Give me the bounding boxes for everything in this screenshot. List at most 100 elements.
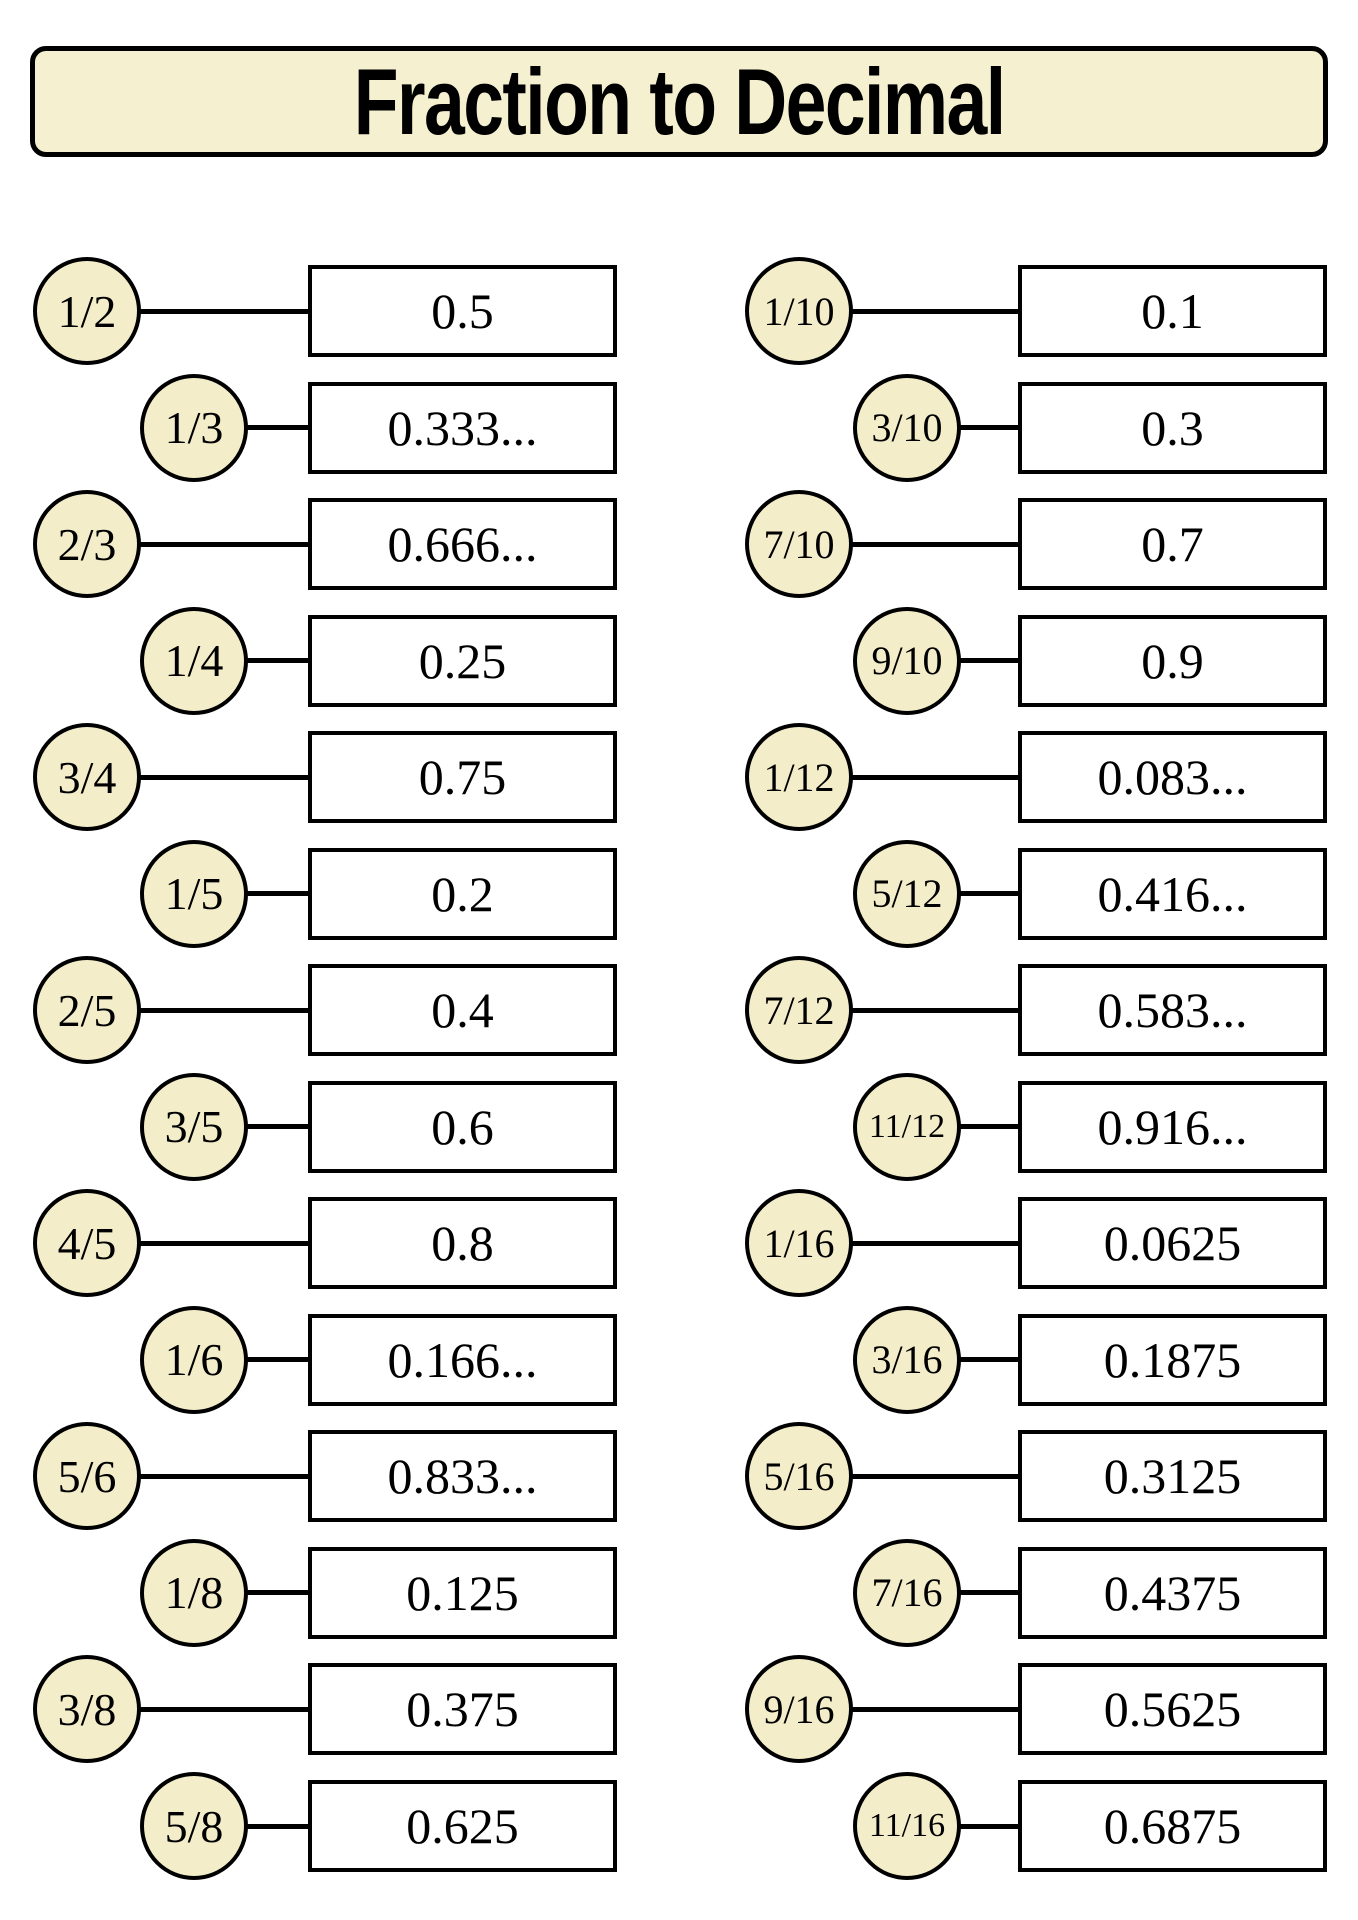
decimal-value: 0.375 bbox=[406, 1681, 519, 1738]
fraction-label: 2/3 bbox=[57, 518, 117, 570]
decimal-value: 0.3 bbox=[1141, 399, 1204, 456]
decimal-box: 0.4 bbox=[308, 964, 617, 1057]
connector-line bbox=[957, 1823, 1018, 1829]
fraction-circle: 1/16 bbox=[745, 1189, 853, 1298]
decimal-value: 0.4375 bbox=[1103, 1564, 1242, 1621]
decimal-box: 0.666... bbox=[308, 498, 617, 591]
fraction-label: 3/5 bbox=[164, 1101, 224, 1153]
connector-line bbox=[137, 1473, 308, 1479]
decimal-value: 0.9 bbox=[1141, 632, 1204, 689]
fraction-label: 2/5 bbox=[57, 984, 117, 1036]
fraction-circle: 1/3 bbox=[140, 373, 248, 482]
decimal-box: 0.833... bbox=[308, 1430, 617, 1523]
decimal-box: 0.75 bbox=[308, 731, 617, 824]
connector-line bbox=[957, 1590, 1018, 1596]
fraction-circle: 1/5 bbox=[140, 839, 248, 948]
connector-line bbox=[244, 1357, 308, 1363]
fraction-circle: 1/4 bbox=[140, 606, 248, 715]
decimal-value: 0.1875 bbox=[1103, 1331, 1242, 1388]
fraction-label: 3/16 bbox=[871, 1337, 943, 1383]
connector-line bbox=[849, 1706, 1018, 1712]
connector-line bbox=[244, 658, 308, 664]
connector-line bbox=[244, 891, 308, 897]
decimal-value: 0.666... bbox=[387, 516, 538, 573]
decimal-value: 0.833... bbox=[387, 1448, 538, 1505]
decimal-value: 0.8 bbox=[431, 1215, 494, 1272]
fraction-circle: 9/10 bbox=[853, 606, 961, 715]
decimal-box: 0.166... bbox=[308, 1313, 617, 1406]
fraction-label: 3/10 bbox=[871, 405, 943, 451]
fraction-label: 1/6 bbox=[164, 1334, 224, 1386]
fraction-circle: 1/2 bbox=[33, 257, 141, 365]
fraction-label: 5/6 bbox=[57, 1450, 117, 1502]
fraction-circle: 5/12 bbox=[853, 839, 961, 948]
connector-line bbox=[957, 1124, 1018, 1130]
connector-line bbox=[137, 774, 308, 780]
connector-line bbox=[137, 541, 308, 547]
fraction-circle: 3/10 bbox=[853, 373, 961, 482]
fraction-circle: 1/10 bbox=[745, 257, 853, 365]
fraction-circle: 11/12 bbox=[853, 1072, 961, 1181]
decimal-box: 0.3125 bbox=[1018, 1430, 1327, 1523]
decimal-value: 0.125 bbox=[406, 1564, 519, 1621]
decimal-value: 0.2 bbox=[431, 865, 494, 922]
connector-line bbox=[244, 1124, 308, 1130]
decimal-box: 0.0625 bbox=[1018, 1197, 1327, 1290]
fraction-label: 5/16 bbox=[763, 1453, 835, 1499]
fraction-label: 1/2 bbox=[57, 285, 117, 337]
decimal-value: 0.75 bbox=[418, 749, 507, 806]
fraction-circle: 1/6 bbox=[140, 1305, 248, 1414]
decimal-box: 0.6 bbox=[308, 1080, 617, 1173]
decimal-box: 0.4375 bbox=[1018, 1546, 1327, 1639]
fraction-label: 5/12 bbox=[871, 871, 943, 917]
decimal-box: 0.125 bbox=[308, 1546, 617, 1639]
connector-line bbox=[244, 1823, 308, 1829]
connector-line bbox=[849, 774, 1018, 780]
decimal-box: 0.1 bbox=[1018, 265, 1327, 357]
connector-line bbox=[957, 891, 1018, 897]
connector-line bbox=[244, 1590, 308, 1596]
decimal-value: 0.4 bbox=[431, 982, 494, 1039]
connector-line bbox=[137, 1706, 308, 1712]
decimal-box: 0.6875 bbox=[1018, 1780, 1327, 1873]
fraction-label: 7/16 bbox=[871, 1570, 943, 1616]
connector-line bbox=[137, 308, 308, 314]
connector-line bbox=[137, 1240, 308, 1246]
fraction-label: 1/12 bbox=[763, 754, 835, 800]
fraction-circle: 3/5 bbox=[140, 1072, 248, 1181]
decimal-value: 0.166... bbox=[387, 1331, 538, 1388]
decimal-box: 0.1875 bbox=[1018, 1313, 1327, 1406]
decimal-value: 0.625 bbox=[406, 1798, 519, 1855]
fraction-label: 5/8 bbox=[164, 1800, 224, 1852]
decimal-box: 0.3 bbox=[1018, 381, 1327, 474]
decimal-value: 0.25 bbox=[418, 632, 507, 689]
fraction-circle: 11/16 bbox=[853, 1772, 961, 1881]
fraction-label: 1/3 bbox=[164, 402, 224, 454]
connector-line bbox=[244, 425, 308, 431]
fraction-label: 11/16 bbox=[868, 1807, 946, 1845]
fraction-circle: 2/3 bbox=[33, 490, 141, 599]
decimal-value: 0.7 bbox=[1141, 516, 1204, 573]
decimal-value: 0.1 bbox=[1141, 283, 1204, 339]
connector-line bbox=[957, 658, 1018, 664]
decimal-value: 0.416... bbox=[1097, 865, 1248, 922]
fraction-circle: 1/12 bbox=[745, 723, 853, 832]
connector-line bbox=[849, 1473, 1018, 1479]
fraction-label: 3/4 bbox=[57, 751, 117, 803]
decimal-box: 0.416... bbox=[1018, 847, 1327, 940]
decimal-value: 0.5625 bbox=[1103, 1681, 1242, 1738]
title-banner: Fraction to Decimal bbox=[30, 46, 1328, 157]
decimal-box: 0.583... bbox=[1018, 964, 1327, 1057]
decimal-value: 0.3125 bbox=[1103, 1448, 1242, 1505]
fraction-circle: 3/16 bbox=[853, 1305, 961, 1414]
fraction-circle: 1/8 bbox=[140, 1538, 248, 1647]
fraction-label: 4/5 bbox=[57, 1217, 117, 1269]
fraction-label: 1/8 bbox=[164, 1567, 224, 1619]
fraction-label: 7/12 bbox=[763, 987, 835, 1033]
fraction-circle: 7/12 bbox=[745, 956, 853, 1065]
decimal-box: 0.25 bbox=[308, 614, 617, 707]
fraction-label: 3/8 bbox=[57, 1683, 117, 1735]
fraction-circle: 5/6 bbox=[33, 1422, 141, 1531]
decimal-value: 0.5 bbox=[431, 283, 494, 339]
